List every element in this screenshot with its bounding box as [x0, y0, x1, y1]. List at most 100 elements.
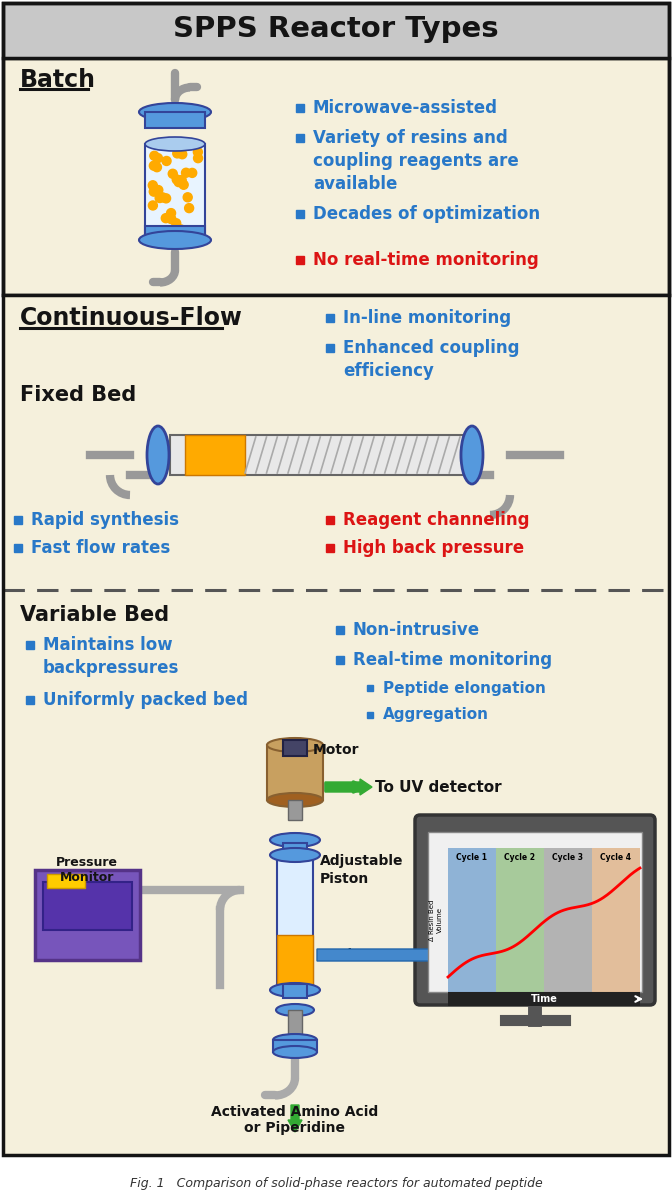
- Circle shape: [181, 168, 191, 177]
- Bar: [448, 847, 496, 992]
- Text: Pressure
Monitor: Pressure Monitor: [56, 856, 118, 883]
- Text: Cycle 1: Cycle 1: [456, 853, 487, 862]
- Text: Maintains low: Maintains low: [43, 636, 173, 654]
- Circle shape: [168, 169, 177, 178]
- Bar: [460, 450, 482, 462]
- Text: Fig. 1   Comparison of solid-phase reactors for automated peptide: Fig. 1 Comparison of solid-phase reactor…: [130, 1177, 542, 1190]
- Ellipse shape: [267, 738, 323, 752]
- Text: Uniformly packed bed: Uniformly packed bed: [43, 691, 248, 709]
- Bar: [185, 435, 245, 475]
- Circle shape: [149, 161, 159, 171]
- Circle shape: [167, 209, 175, 218]
- Bar: [288, 1010, 302, 1040]
- Text: High back pressure: High back pressure: [343, 538, 524, 557]
- Circle shape: [153, 162, 161, 172]
- FancyArrow shape: [317, 945, 455, 965]
- Text: backpressures: backpressures: [43, 659, 179, 677]
- Text: Variable Bed: Variable Bed: [20, 605, 169, 625]
- Bar: [158, 450, 180, 462]
- Text: Δ Resin Bed
Volume: Δ Resin Bed Volume: [429, 899, 442, 941]
- Circle shape: [149, 201, 157, 210]
- Ellipse shape: [267, 793, 323, 807]
- Bar: [544, 847, 592, 992]
- Circle shape: [194, 148, 202, 156]
- Bar: [3, 590, 669, 1155]
- Bar: [277, 935, 313, 990]
- Text: Activated Amino Acid
or Piperidine: Activated Amino Acid or Piperidine: [212, 1105, 378, 1135]
- Circle shape: [183, 192, 192, 202]
- Circle shape: [167, 215, 176, 224]
- Circle shape: [179, 180, 188, 189]
- Bar: [267, 745, 323, 801]
- Bar: [283, 984, 307, 998]
- Text: In-line monitoring: In-line monitoring: [343, 309, 511, 327]
- Bar: [592, 847, 640, 992]
- Ellipse shape: [147, 426, 169, 484]
- Circle shape: [178, 150, 187, 159]
- Bar: [3, 2, 669, 58]
- Circle shape: [162, 156, 171, 166]
- Circle shape: [172, 219, 181, 227]
- Ellipse shape: [139, 103, 211, 121]
- FancyArrow shape: [325, 779, 372, 795]
- Text: Aggregation: Aggregation: [383, 708, 489, 722]
- Circle shape: [149, 188, 159, 196]
- Text: Adjustable
Piston: Adjustable Piston: [320, 853, 403, 886]
- FancyArrow shape: [288, 1105, 302, 1132]
- Bar: [288, 801, 302, 820]
- Text: Motor: Motor: [313, 743, 360, 757]
- Circle shape: [194, 154, 202, 162]
- Text: Rapid synthesis: Rapid synthesis: [31, 511, 179, 529]
- Bar: [448, 992, 640, 1006]
- Text: Enhanced coupling: Enhanced coupling: [343, 339, 519, 357]
- Circle shape: [153, 154, 163, 162]
- Text: coupling reagents are: coupling reagents are: [313, 151, 519, 169]
- Circle shape: [155, 194, 164, 202]
- Bar: [145, 144, 205, 238]
- Text: efficiency: efficiency: [343, 362, 434, 380]
- Ellipse shape: [145, 137, 205, 151]
- Text: Decades of optimization: Decades of optimization: [313, 206, 540, 224]
- Text: SPPS Reactor Types: SPPS Reactor Types: [173, 14, 499, 43]
- Text: Resin: Resin: [320, 948, 363, 962]
- Text: Cycle 4: Cycle 4: [601, 853, 632, 862]
- Circle shape: [150, 151, 159, 160]
- Circle shape: [174, 178, 183, 186]
- Text: Microwave-assisted: Microwave-assisted: [313, 99, 498, 117]
- FancyBboxPatch shape: [283, 740, 307, 756]
- Bar: [43, 882, 132, 930]
- Circle shape: [177, 225, 185, 234]
- Text: To UV detector: To UV detector: [375, 780, 501, 795]
- Ellipse shape: [270, 983, 320, 996]
- Ellipse shape: [276, 1004, 314, 1016]
- Bar: [3, 58, 669, 294]
- Circle shape: [177, 175, 186, 185]
- Text: Fast flow rates: Fast flow rates: [31, 538, 170, 557]
- Ellipse shape: [139, 231, 211, 249]
- Bar: [145, 112, 205, 127]
- Ellipse shape: [270, 833, 320, 847]
- Text: No real-time monitoring: No real-time monitoring: [313, 251, 539, 269]
- Bar: [496, 847, 544, 992]
- Text: Non-intrusive: Non-intrusive: [353, 621, 480, 639]
- Bar: [145, 226, 205, 240]
- Text: available: available: [313, 175, 397, 194]
- Text: Variety of resins and: Variety of resins and: [313, 129, 508, 147]
- FancyBboxPatch shape: [35, 870, 140, 960]
- Ellipse shape: [273, 1034, 317, 1046]
- Text: Cycle 2: Cycle 2: [505, 853, 536, 862]
- Bar: [283, 843, 307, 855]
- Ellipse shape: [270, 847, 320, 862]
- Circle shape: [185, 203, 194, 213]
- Text: Time: Time: [531, 994, 558, 1004]
- Text: Fixed Bed: Fixed Bed: [20, 385, 136, 405]
- Circle shape: [187, 168, 197, 178]
- Text: Continuous-Flow: Continuous-Flow: [20, 307, 243, 331]
- Circle shape: [161, 194, 171, 203]
- Bar: [3, 294, 669, 590]
- Bar: [428, 832, 642, 992]
- Text: Peptide elongation: Peptide elongation: [383, 680, 546, 696]
- Circle shape: [161, 214, 170, 222]
- Circle shape: [149, 180, 157, 190]
- Text: Real-time monitoring: Real-time monitoring: [353, 651, 552, 670]
